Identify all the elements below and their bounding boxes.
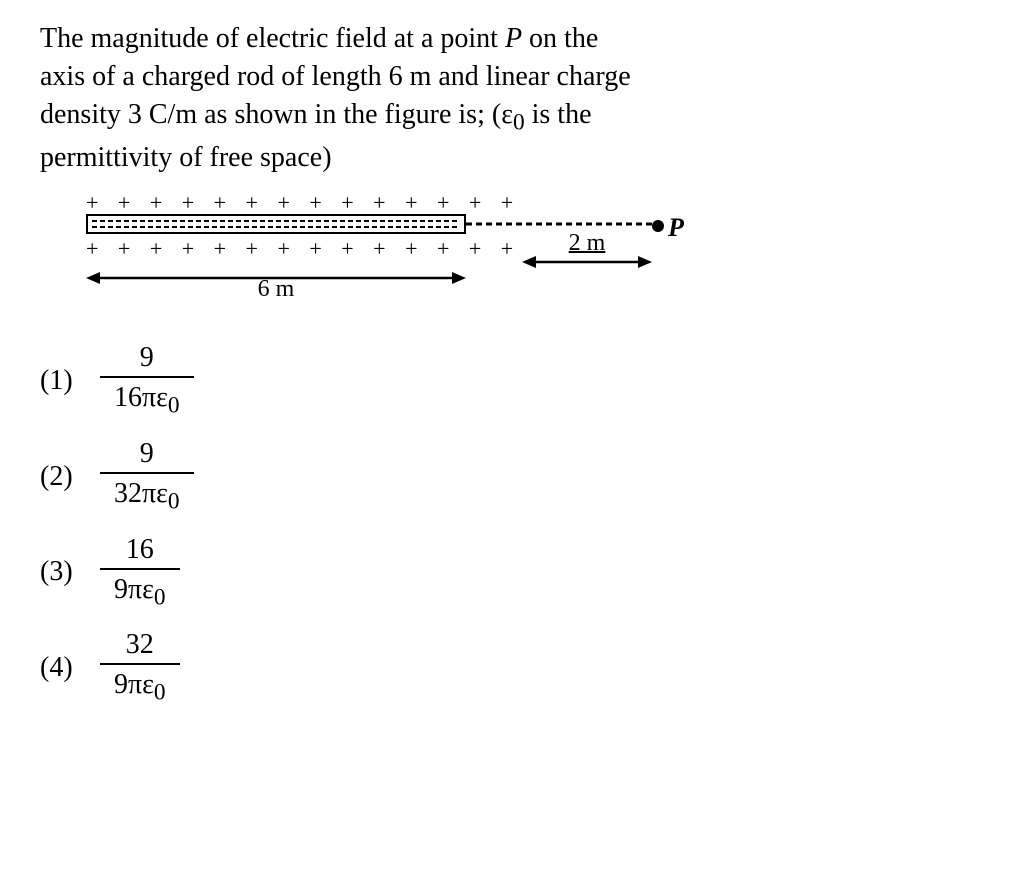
q-line1b: on the [522,23,598,54]
option-label: (3) [40,556,100,588]
option-fraction: 16 9πε0 [100,534,180,612]
charged-rod [86,214,466,234]
answer-options: (1) 9 16πε0 (2) 9 32πε0 (3) 16 9πε0 (4) … [40,342,984,706]
plus-row-bottom: + + + + + + + + + + + + + + [86,236,466,262]
option-denominator: 9πε0 [100,663,180,707]
option-denominator: 16πε0 [100,376,194,420]
option-fraction: 9 16πε0 [100,342,194,420]
dimension-6m: 6 m [86,270,466,286]
option-2[interactable]: (2) 9 32πε0 [40,438,984,516]
plus-row-top: + + + + + + + + + + + + + + [86,190,466,216]
physics-question-page: The magnitude of electric field at a poi… [0,0,1024,883]
option-denominator: 32πε0 [100,472,194,516]
dim-label-2m: 2 m [569,230,606,257]
q-line2: axis of a charged rod of length 6 m and … [40,61,631,92]
q-line4: permittivity of free space) [40,142,332,173]
figure: + + + + + + + + + + + + + + + + + + + + … [86,190,726,320]
option-label: (4) [40,652,100,684]
q-line1a: The magnitude of electric field at a poi… [40,23,505,54]
option-numerator: 32 [100,629,180,663]
dimension-2m: 2 m [522,254,652,270]
dim-label-6m: 6 m [258,276,295,303]
q-line3b: is the [525,99,592,130]
point-P-dot [652,220,664,232]
option-fraction: 32 9πε0 [100,629,180,707]
option-label: (2) [40,461,100,493]
option-denominator: 9πε0 [100,568,180,612]
q-eps-sub: 0 [513,109,525,135]
q-var-P: P [505,23,522,54]
q-eps: ε [501,99,513,130]
option-4[interactable]: (4) 32 9πε0 [40,629,984,707]
option-1[interactable]: (1) 9 16πε0 [40,342,984,420]
gap-dashed-line [466,214,656,234]
option-numerator: 9 [100,438,194,472]
option-numerator: 16 [100,534,180,568]
question-text: The magnitude of electric field at a poi… [40,20,800,176]
option-label: (1) [40,365,100,397]
point-P-label: P [668,213,684,243]
q-line3a: density 3 C/m as shown in the figure is;… [40,99,501,130]
option-fraction: 9 32πε0 [100,438,194,516]
option-3[interactable]: (3) 16 9πε0 [40,534,984,612]
option-numerator: 9 [100,342,194,376]
